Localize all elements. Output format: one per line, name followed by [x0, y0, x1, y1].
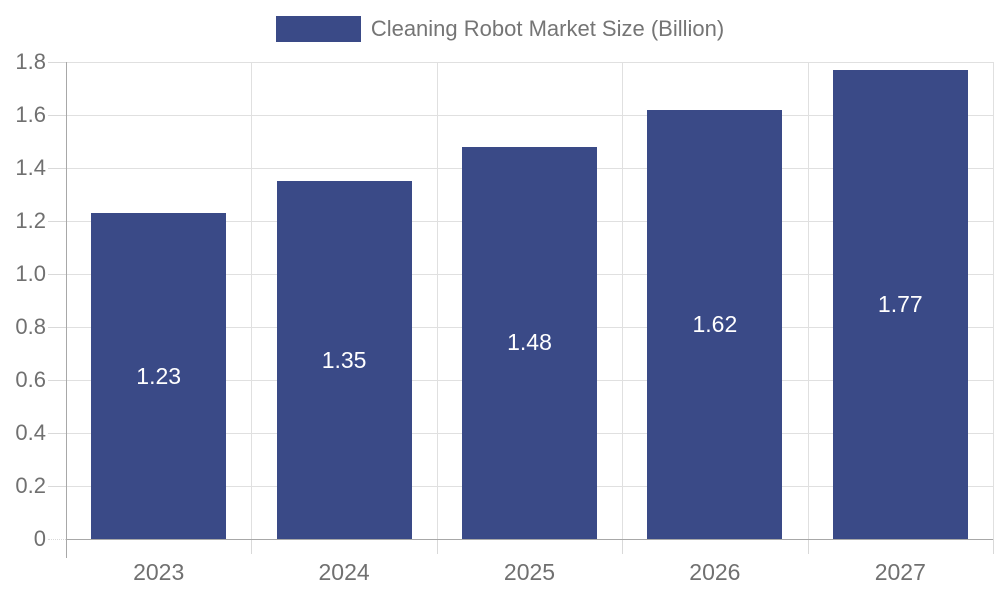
x-axis-tick-label: 2025: [503, 559, 556, 585]
x-axis-tick: [807, 539, 809, 554]
y-axis-tick-label: 1.0: [15, 261, 46, 286]
y-axis-tick-label: 0.2: [15, 473, 46, 498]
x-axis-tick: [251, 539, 253, 554]
gridline-vertical: [993, 62, 994, 539]
legend-label: Cleaning Robot Market Size (Billion): [370, 16, 725, 41]
y-axis-tick-label: 1.2: [15, 208, 46, 233]
y-axis-tick-label: 1.4: [15, 155, 46, 180]
y-axis-tick: [48, 327, 66, 328]
bar-2023[interactable]: [91, 213, 227, 539]
bar-value-label: 1.23: [136, 362, 182, 389]
x-axis-tick-label: 2026: [689, 559, 741, 585]
gridline-horizontal: [66, 115, 993, 116]
y-axis-tick: [48, 433, 66, 434]
y-axis-tick: [48, 380, 66, 381]
bar-2024[interactable]: [276, 181, 412, 539]
y-axis-tick-label: 1.8: [15, 49, 46, 74]
y-axis-line: [66, 62, 67, 558]
legend-swatch: [275, 16, 361, 42]
bar-2025[interactable]: [462, 146, 597, 539]
y-axis-tick: [48, 168, 66, 169]
bar-value-label: 1.48: [507, 329, 552, 356]
x-axis-tick: [622, 539, 624, 554]
gridline-horizontal: [66, 62, 993, 63]
x-axis-line: [66, 539, 993, 540]
y-axis-tick-label: 0: [33, 526, 46, 551]
gridline-vertical: [436, 62, 438, 539]
x-axis-tick-label: 2024: [318, 559, 370, 585]
bar-2026[interactable]: [647, 109, 783, 539]
y-axis-tick: [48, 274, 66, 275]
gridline-vertical: [251, 62, 253, 539]
x-axis-tick: [436, 539, 438, 554]
y-axis-tick: [48, 221, 66, 222]
y-axis-tick: [48, 115, 66, 116]
gridline-vertical: [807, 62, 809, 539]
y-axis-tick: [48, 486, 66, 487]
x-axis-tick-label: 2027: [874, 559, 926, 585]
bar-value-label: 1.35: [321, 346, 367, 373]
bar-value-label: 1.77: [877, 290, 923, 317]
bar-value-label: 1.62: [692, 310, 738, 337]
y-axis-tick: [48, 62, 66, 63]
y-axis-tick-label: 0.8: [15, 314, 46, 339]
y-axis-tick-label: 1.6: [15, 102, 46, 127]
legend-item[interactable]: Cleaning Robot Market Size (Billion): [0, 16, 1000, 42]
x-axis-tick: [993, 539, 994, 554]
gridline-vertical: [622, 62, 624, 539]
bar-2027[interactable]: [832, 69, 968, 539]
y-axis-tick: [48, 539, 66, 541]
x-axis-tick-label: 2023: [133, 559, 185, 585]
y-axis-tick-label: 0.4: [15, 420, 46, 445]
y-axis-tick-label: 0.6: [15, 367, 46, 392]
